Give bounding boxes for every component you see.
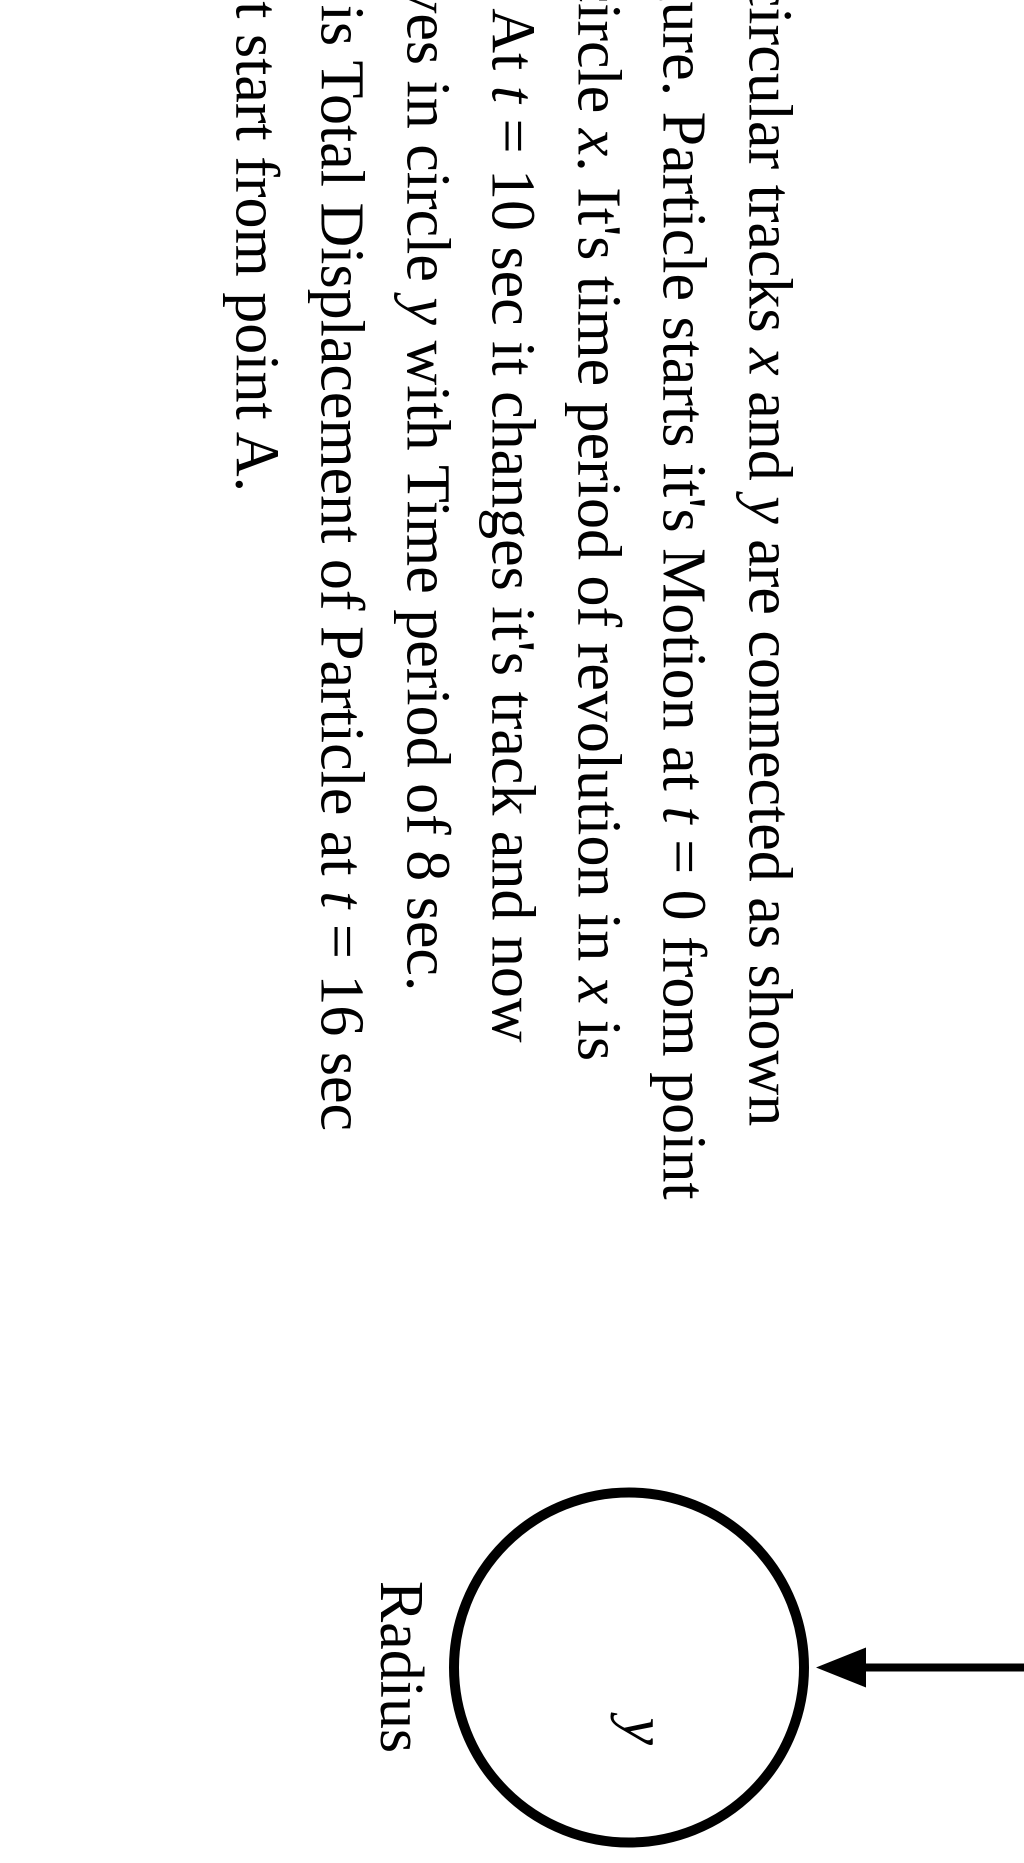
problem-text-region: Two circular tracks x and y are connecte… bbox=[0, 0, 1024, 1470]
text-run: What is Total Displacement of Particle a… bbox=[308, 0, 376, 891]
text-run: revolves in circle bbox=[393, 0, 461, 297]
var-italic: y bbox=[393, 297, 461, 325]
text-run: and bbox=[735, 376, 803, 497]
text-run: in Figure. Particle starts it's Motion a… bbox=[650, 0, 718, 806]
circle-y: y bbox=[444, 1482, 814, 1852]
var-italic: y bbox=[735, 496, 803, 524]
circle-y-outline bbox=[454, 1492, 804, 1842]
text-run: A in circle bbox=[564, 0, 632, 129]
text-run: = 0 from point bbox=[650, 824, 718, 1200]
problem-text: Two circular tracks x and y are connecte… bbox=[213, 0, 812, 1615]
text-run: . It's time period of revolution in bbox=[564, 156, 632, 976]
text-run: 4 sec, At bbox=[479, 0, 547, 86]
text-run: are connected as shown bbox=[735, 524, 803, 1127]
text-run: with Time period of 8 sec. bbox=[393, 325, 461, 991]
arrow-head bbox=[816, 1647, 866, 1687]
figure-caption: Radius bbox=[365, 1580, 436, 1752]
text-run: after it start from point A. bbox=[222, 0, 290, 492]
var-italic: t bbox=[479, 86, 547, 103]
text-run: = 10 sec it changes it's track and now bbox=[479, 103, 547, 1043]
var-italic: x bbox=[564, 977, 632, 1005]
arrow-icon bbox=[814, 1627, 1024, 1707]
var-italic: t bbox=[650, 806, 718, 823]
var-italic: x bbox=[564, 129, 632, 157]
text-run: = 16 sec bbox=[308, 908, 376, 1131]
figure-region: y Radius bbox=[0, 1470, 1024, 1863]
var-italic: t bbox=[308, 891, 376, 908]
text-run: is bbox=[564, 1004, 632, 1061]
text-run: Two circular tracks bbox=[735, 0, 803, 348]
page: Two circular tracks x and y are connecte… bbox=[0, 0, 1024, 1863]
var-italic: x bbox=[735, 348, 803, 376]
figure-rotated: y Radius bbox=[0, 1470, 1024, 1863]
